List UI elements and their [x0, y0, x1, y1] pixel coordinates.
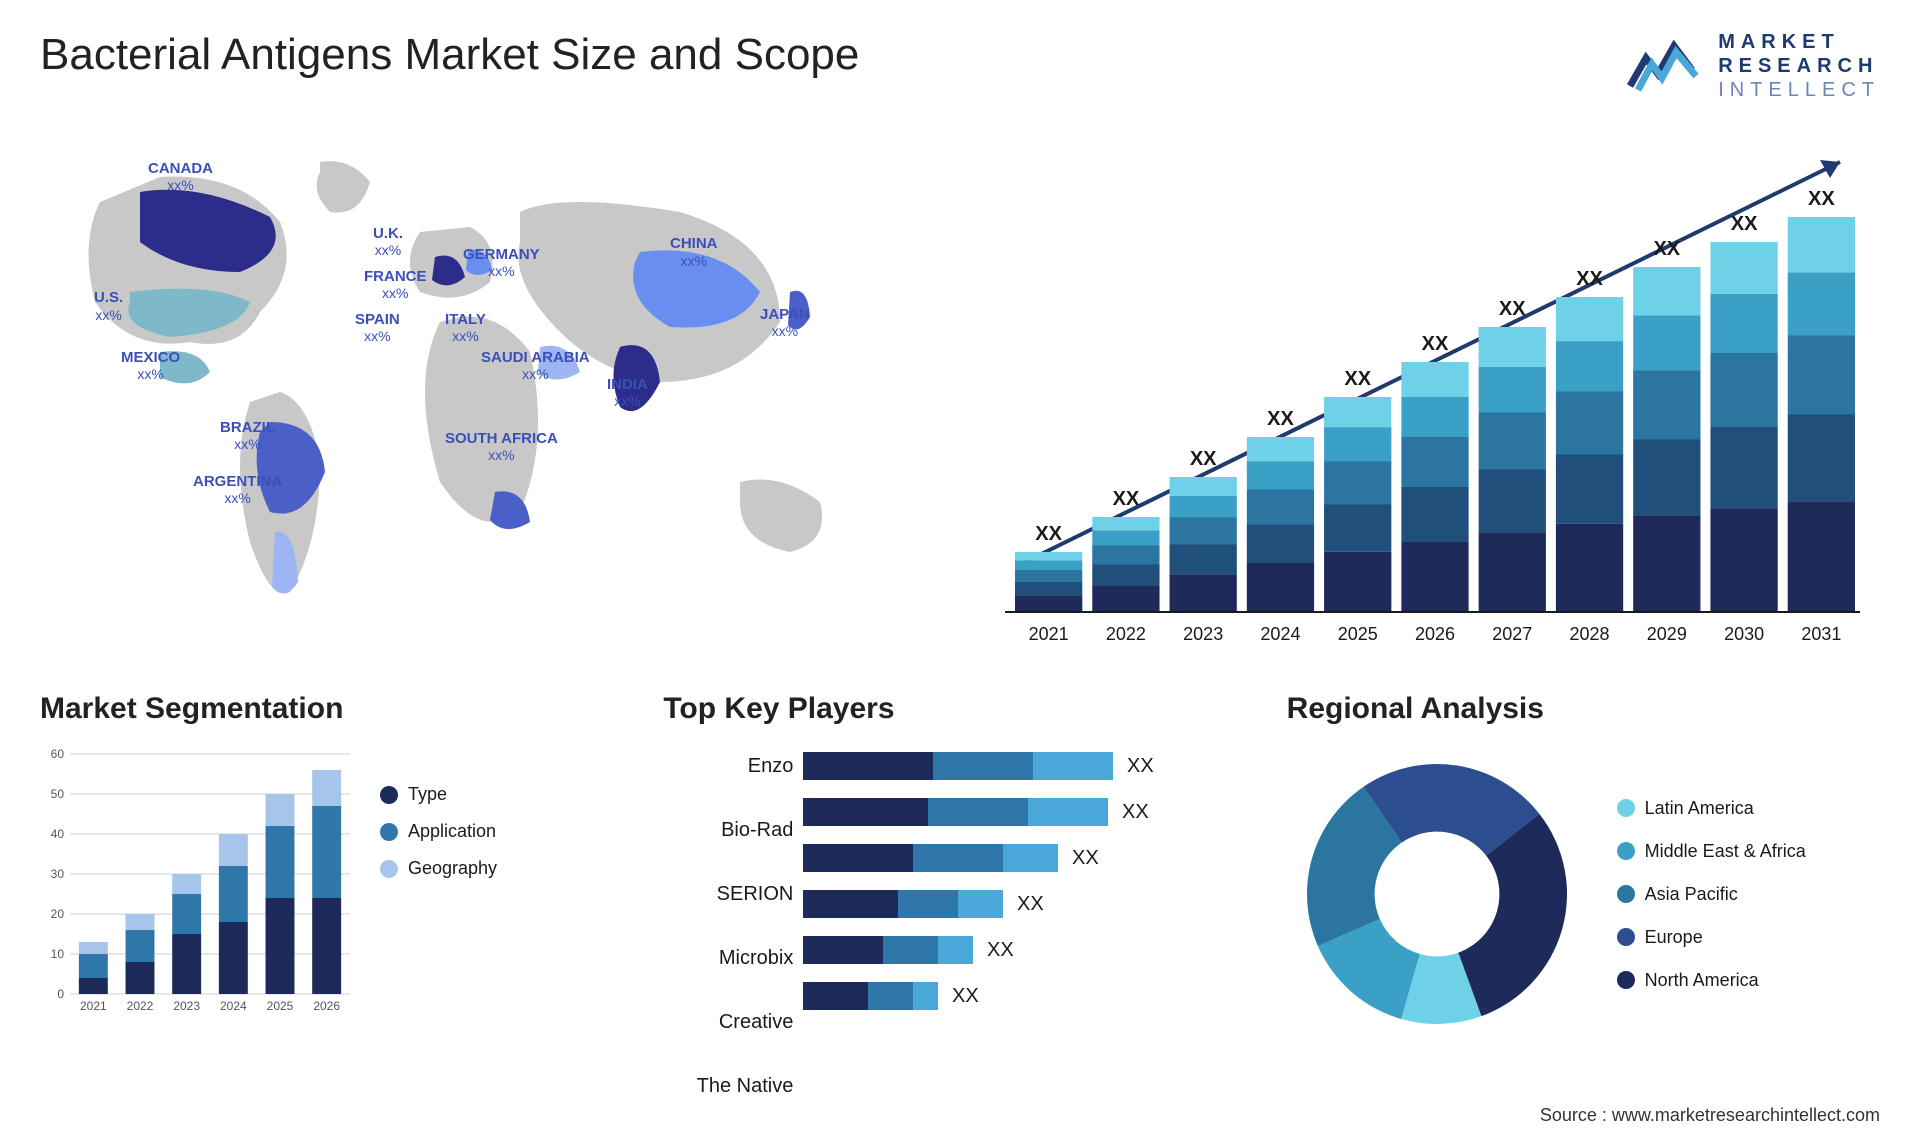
source-text: Source : www.marketresearchintellect.com	[1540, 1105, 1880, 1126]
page-title: Bacterial Antigens Market Size and Scope	[40, 30, 859, 80]
svg-text:2024: 2024	[220, 999, 247, 1013]
key-players-hbar-chart: XX XX XX XX XX XX	[793, 744, 1213, 1044]
map-country-label: JAPANxx%	[760, 306, 810, 339]
svg-text:XX: XX	[1072, 847, 1099, 869]
map-country-label: CHINAxx%	[670, 235, 718, 268]
legend-item: North America	[1617, 970, 1806, 991]
svg-text:XX: XX	[1017, 893, 1044, 915]
svg-text:XX: XX	[1422, 333, 1449, 355]
map-country-label: U.K.xx%	[373, 225, 403, 258]
map-country-label: INDIAxx%	[607, 376, 648, 409]
legend-item: Latin America	[1617, 798, 1806, 819]
svg-text:2030: 2030	[1724, 624, 1764, 644]
svg-text:XX: XX	[1122, 801, 1149, 823]
map-country-label: SAUDI ARABIAxx%	[481, 349, 590, 382]
map-country-label: SOUTH AFRICAxx%	[445, 430, 558, 463]
svg-text:XX: XX	[1113, 488, 1140, 510]
map-country-label: U.S.xx%	[94, 289, 123, 322]
map-country-label: ARGENTINAxx%	[193, 473, 282, 506]
player-label: Microbix	[663, 944, 793, 990]
regional-donut-chart	[1287, 744, 1587, 1044]
svg-text:XX: XX	[1267, 408, 1294, 430]
svg-text:XX: XX	[1653, 238, 1680, 260]
player-label: Bio-Rad	[663, 816, 793, 862]
svg-text:2023: 2023	[173, 999, 200, 1013]
map-country-label: SPAINxx%	[355, 311, 400, 344]
growth-chart-panel: XX 2021 XX 2022 XX 2023 XX 2024 XX 2025 XX 2026 XX 20…	[980, 122, 1880, 662]
legend-item: Type	[380, 784, 497, 805]
logo-mark-icon	[1626, 34, 1706, 98]
svg-text:2021: 2021	[80, 999, 107, 1013]
logo-text-3: INTELLECT	[1718, 78, 1880, 102]
map-country-label: ITALYxx%	[445, 311, 486, 344]
svg-text:30: 30	[51, 867, 65, 881]
svg-text:2026: 2026	[313, 999, 340, 1013]
legend-item: Middle East & Africa	[1617, 841, 1806, 862]
svg-text:XX: XX	[1499, 298, 1526, 320]
map-country-label: BRAZILxx%	[220, 419, 275, 452]
svg-text:60: 60	[51, 747, 65, 761]
key-players-title: Top Key Players	[663, 692, 1256, 726]
brand-logo: MARKET RESEARCH INTELLECT	[1626, 30, 1880, 102]
svg-text:2021: 2021	[1029, 624, 1069, 644]
segmentation-title: Market Segmentation	[40, 692, 633, 726]
world-map-panel: CANADAxx% U.S.xx% MEXICOxx% BRAZILxx% ARGENT…	[40, 122, 940, 662]
svg-text:XX: XX	[1808, 188, 1835, 210]
world-map-icon	[40, 122, 940, 662]
svg-text:50: 50	[51, 787, 65, 801]
svg-text:20: 20	[51, 907, 65, 921]
segmentation-panel: Market Segmentation 0 10 20 30 40 50 60 2021 202…	[40, 692, 633, 1118]
svg-text:XX: XX	[1576, 268, 1603, 290]
regional-panel: Regional Analysis Latin America Middle Ea…	[1287, 692, 1880, 1118]
legend-item: Europe	[1617, 927, 1806, 948]
svg-text:2023: 2023	[1183, 624, 1223, 644]
regional-title: Regional Analysis	[1287, 692, 1880, 726]
svg-text:2022: 2022	[127, 999, 154, 1013]
map-country-label: CANADAxx%	[148, 160, 213, 193]
svg-text:XX: XX	[1035, 523, 1062, 545]
svg-text:2031: 2031	[1801, 624, 1841, 644]
logo-text-1: MARKET	[1718, 30, 1880, 54]
legend-item: Asia Pacific	[1617, 884, 1806, 905]
svg-text:2022: 2022	[1106, 624, 1146, 644]
map-country-label: FRANCExx%	[364, 268, 427, 301]
svg-text:XX: XX	[952, 985, 979, 1007]
player-label: Creative	[663, 1008, 793, 1054]
svg-text:XX: XX	[1731, 213, 1758, 235]
svg-text:XX: XX	[1190, 448, 1217, 470]
svg-text:2024: 2024	[1260, 624, 1300, 644]
svg-text:XX: XX	[1344, 368, 1371, 390]
segmentation-legend: Type Application Geography	[380, 744, 497, 879]
svg-text:10: 10	[51, 947, 65, 961]
growth-bar-chart: XX 2021 XX 2022 XX 2023 XX 2024 XX 2025 XX 2026 XX 20…	[980, 122, 1880, 662]
key-players-labels: Enzo Bio-Rad SERION Microbix Creative The Nat…	[663, 744, 793, 1118]
svg-text:2027: 2027	[1492, 624, 1532, 644]
player-label: The Native	[663, 1072, 793, 1118]
svg-text:XX: XX	[1127, 755, 1154, 777]
key-players-panel: Top Key Players Enzo Bio-Rad SERION Microbi…	[663, 692, 1256, 1118]
svg-text:2028: 2028	[1570, 624, 1610, 644]
regional-legend: Latin America Middle East & Africa Asia Pa…	[1617, 798, 1806, 991]
svg-text:2025: 2025	[1338, 624, 1378, 644]
svg-text:2026: 2026	[1415, 624, 1455, 644]
svg-text:2029: 2029	[1647, 624, 1687, 644]
svg-text:40: 40	[51, 827, 65, 841]
player-label: Enzo	[663, 752, 793, 798]
player-label: SERION	[663, 880, 793, 926]
map-country-label: MEXICOxx%	[121, 349, 180, 382]
segmentation-bar-chart: 0 10 20 30 40 50 60 2021 2022 2023 2024 2025 2026	[40, 744, 360, 1024]
legend-item: Geography	[380, 858, 497, 879]
legend-item: Application	[380, 821, 497, 842]
svg-text:0: 0	[57, 987, 64, 1001]
svg-text:XX: XX	[987, 939, 1014, 961]
logo-text-2: RESEARCH	[1718, 54, 1880, 78]
svg-text:2025: 2025	[267, 999, 294, 1013]
map-country-label: GERMANYxx%	[463, 246, 540, 279]
